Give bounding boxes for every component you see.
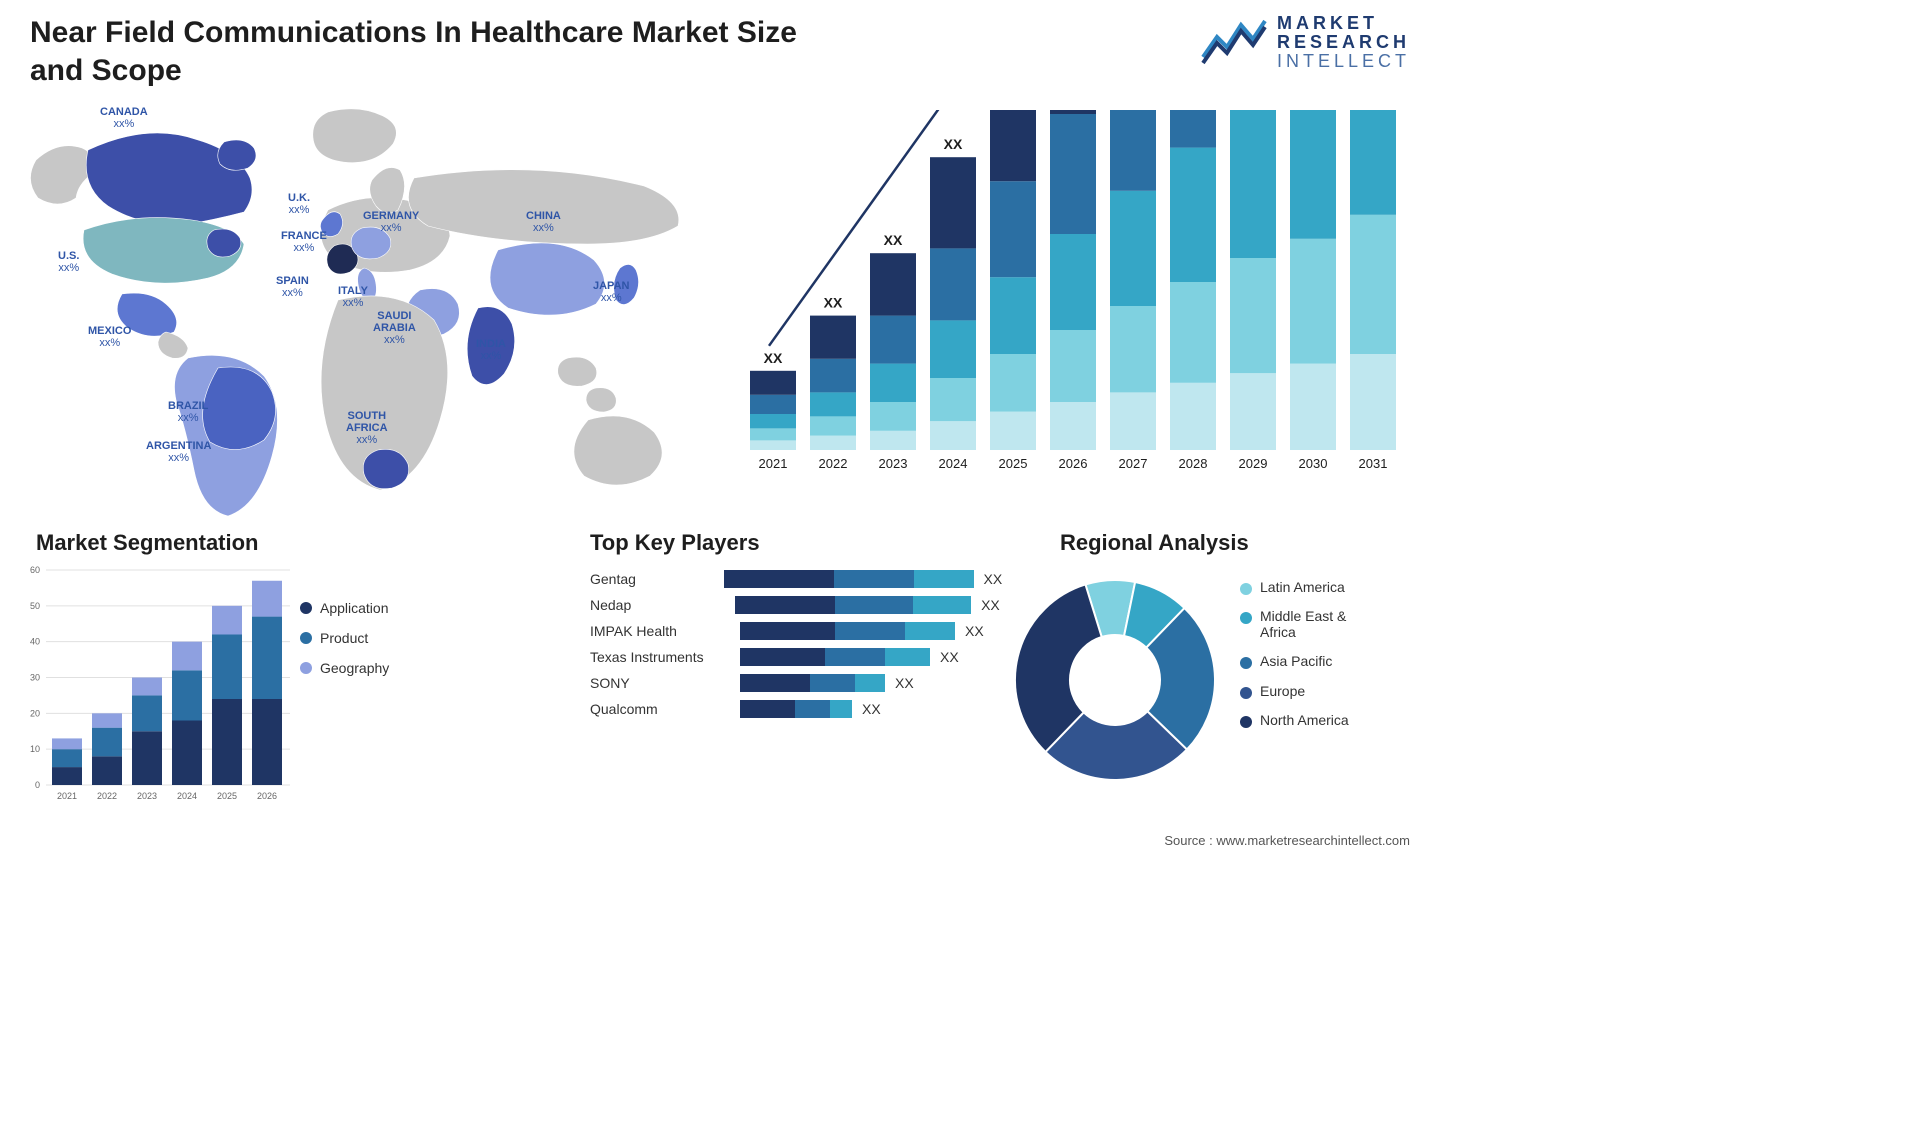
key-player-row: Qualcomm XX bbox=[590, 700, 1010, 718]
svg-text:2026: 2026 bbox=[257, 791, 277, 801]
page-title: Near Field Communications In Healthcare … bbox=[30, 14, 810, 89]
regional-legend: Latin America Middle East &Africa Asia Pac… bbox=[1240, 580, 1349, 742]
brand-logo: MARKET RESEARCH INTELLECT bbox=[1201, 14, 1410, 71]
svg-text:2031: 2031 bbox=[1359, 456, 1388, 471]
key-player-row: GentagXX bbox=[590, 570, 1010, 588]
key-player-name: IMPAK Health bbox=[590, 623, 730, 639]
map-country-label: GERMANYxx% bbox=[363, 210, 419, 234]
key-player-bar bbox=[740, 700, 852, 718]
svg-text:2028: 2028 bbox=[1179, 456, 1208, 471]
top-players-chart: GentagXXNedapXXIMPAK HealthXXTexas Instr… bbox=[590, 570, 1010, 726]
logo-line-3: INTELLECT bbox=[1277, 52, 1410, 71]
key-player-name: Texas Instruments bbox=[590, 649, 730, 665]
growth-chart-svg: XX2021XX2022XX2023XX2024XX2025XX2026XX20… bbox=[740, 110, 1410, 480]
map-country-label: FRANCExx% bbox=[281, 230, 327, 254]
key-player-row: Texas Instruments XX bbox=[590, 648, 1010, 666]
svg-text:40: 40 bbox=[30, 637, 40, 647]
map-country-label: ARGENTINAxx% bbox=[146, 440, 211, 464]
source-text: Source : www.marketresearchintellect.com bbox=[1164, 833, 1410, 848]
svg-text:20: 20 bbox=[30, 708, 40, 718]
segmentation-chart: 0 10 20 30 40 50 60 2021 2022 2023 2024 2025 2026 bbox=[14, 560, 294, 810]
key-player-row: NedapXX bbox=[590, 596, 1010, 614]
svg-text:2026: 2026 bbox=[1059, 456, 1088, 471]
svg-text:2023: 2023 bbox=[879, 456, 908, 471]
map-country-label: SPAINxx% bbox=[276, 275, 309, 299]
regional-donut-svg bbox=[1005, 570, 1225, 790]
svg-text:XX: XX bbox=[944, 136, 963, 152]
svg-text:0: 0 bbox=[35, 780, 40, 790]
regional-legend-item: Asia Pacific bbox=[1240, 654, 1349, 669]
svg-text:2025: 2025 bbox=[217, 791, 237, 801]
svg-text:30: 30 bbox=[30, 673, 40, 683]
map-country-label: JAPANxx% bbox=[593, 280, 629, 304]
segmentation-heading: Market Segmentation bbox=[36, 530, 259, 556]
growth-chart: XX2021XX2022XX2023XX2024XX2025XX2026XX20… bbox=[740, 110, 1410, 480]
segmentation-legend-item: Geography bbox=[300, 660, 389, 676]
segmentation-legend-item: Application bbox=[300, 600, 389, 616]
svg-text:XX: XX bbox=[764, 350, 783, 366]
key-player-value: XX bbox=[965, 623, 995, 639]
key-player-bar bbox=[740, 674, 885, 692]
key-player-name: Gentag bbox=[590, 571, 714, 587]
map-country-label: BRAZILxx% bbox=[168, 400, 208, 424]
svg-text:2022: 2022 bbox=[819, 456, 848, 471]
svg-text:XX: XX bbox=[884, 232, 903, 248]
segmentation-legend-item: Product bbox=[300, 630, 389, 646]
svg-text:2023: 2023 bbox=[137, 791, 157, 801]
svg-text:60: 60 bbox=[30, 565, 40, 575]
key-player-row: IMPAK Health XX bbox=[590, 622, 1010, 640]
key-player-bar bbox=[724, 570, 974, 588]
svg-text:2021: 2021 bbox=[57, 791, 77, 801]
svg-text:2027: 2027 bbox=[1119, 456, 1148, 471]
top-players-heading: Top Key Players bbox=[590, 530, 760, 556]
logo-line-2: RESEARCH bbox=[1277, 33, 1410, 52]
regional-legend-item: Latin America bbox=[1240, 580, 1349, 595]
svg-text:2024: 2024 bbox=[939, 456, 968, 471]
key-player-name: Qualcomm bbox=[590, 701, 730, 717]
map-country-label: U.K.xx% bbox=[288, 192, 310, 216]
map-country-label: CANADAxx% bbox=[100, 106, 148, 130]
key-player-name: SONY bbox=[590, 675, 730, 691]
svg-text:2025: 2025 bbox=[999, 456, 1028, 471]
svg-text:50: 50 bbox=[30, 601, 40, 611]
key-player-row: SONY XX bbox=[590, 674, 1010, 692]
map-country-label: INDIAxx% bbox=[476, 338, 506, 362]
regional-legend-item: North America bbox=[1240, 713, 1349, 728]
map-country-label: SAUDIARABIAxx% bbox=[373, 310, 416, 346]
regional-donut bbox=[1005, 570, 1225, 790]
key-player-name: Nedap bbox=[590, 597, 725, 613]
key-player-value: XX bbox=[895, 675, 925, 691]
key-player-bar bbox=[740, 648, 930, 666]
svg-text:2021: 2021 bbox=[759, 456, 788, 471]
key-player-value: XX bbox=[862, 701, 892, 717]
svg-text:2029: 2029 bbox=[1239, 456, 1268, 471]
key-player-bar bbox=[740, 622, 955, 640]
logo-line-1: MARKET bbox=[1277, 14, 1410, 33]
regional-heading: Regional Analysis bbox=[1060, 530, 1249, 556]
map-country-label: U.S.xx% bbox=[58, 250, 79, 274]
segmentation-legend: Application Product Geography bbox=[300, 600, 389, 690]
svg-text:2030: 2030 bbox=[1299, 456, 1328, 471]
svg-text:XX: XX bbox=[824, 295, 843, 311]
svg-text:2024: 2024 bbox=[177, 791, 197, 801]
map-country-label: SOUTHAFRICAxx% bbox=[346, 410, 388, 446]
world-map: CANADAxx% U.S.xx% MEXICOxx% BRAZILxx% ARGENT… bbox=[28, 100, 708, 520]
svg-text:10: 10 bbox=[30, 744, 40, 754]
key-player-bar bbox=[735, 596, 971, 614]
logo-mark-icon bbox=[1201, 17, 1267, 67]
world-map-svg bbox=[28, 100, 708, 520]
key-player-value: XX bbox=[940, 649, 970, 665]
svg-text:2022: 2022 bbox=[97, 791, 117, 801]
segmentation-chart-svg: 0 10 20 30 40 50 60 2021 2022 2023 2024 2025 2026 bbox=[14, 560, 294, 810]
regional-legend-item: Europe bbox=[1240, 684, 1349, 699]
map-country-label: ITALYxx% bbox=[338, 285, 368, 309]
map-country-label: MEXICOxx% bbox=[88, 325, 131, 349]
map-country-label: CHINAxx% bbox=[526, 210, 561, 234]
regional-legend-item: Middle East &Africa bbox=[1240, 609, 1349, 640]
